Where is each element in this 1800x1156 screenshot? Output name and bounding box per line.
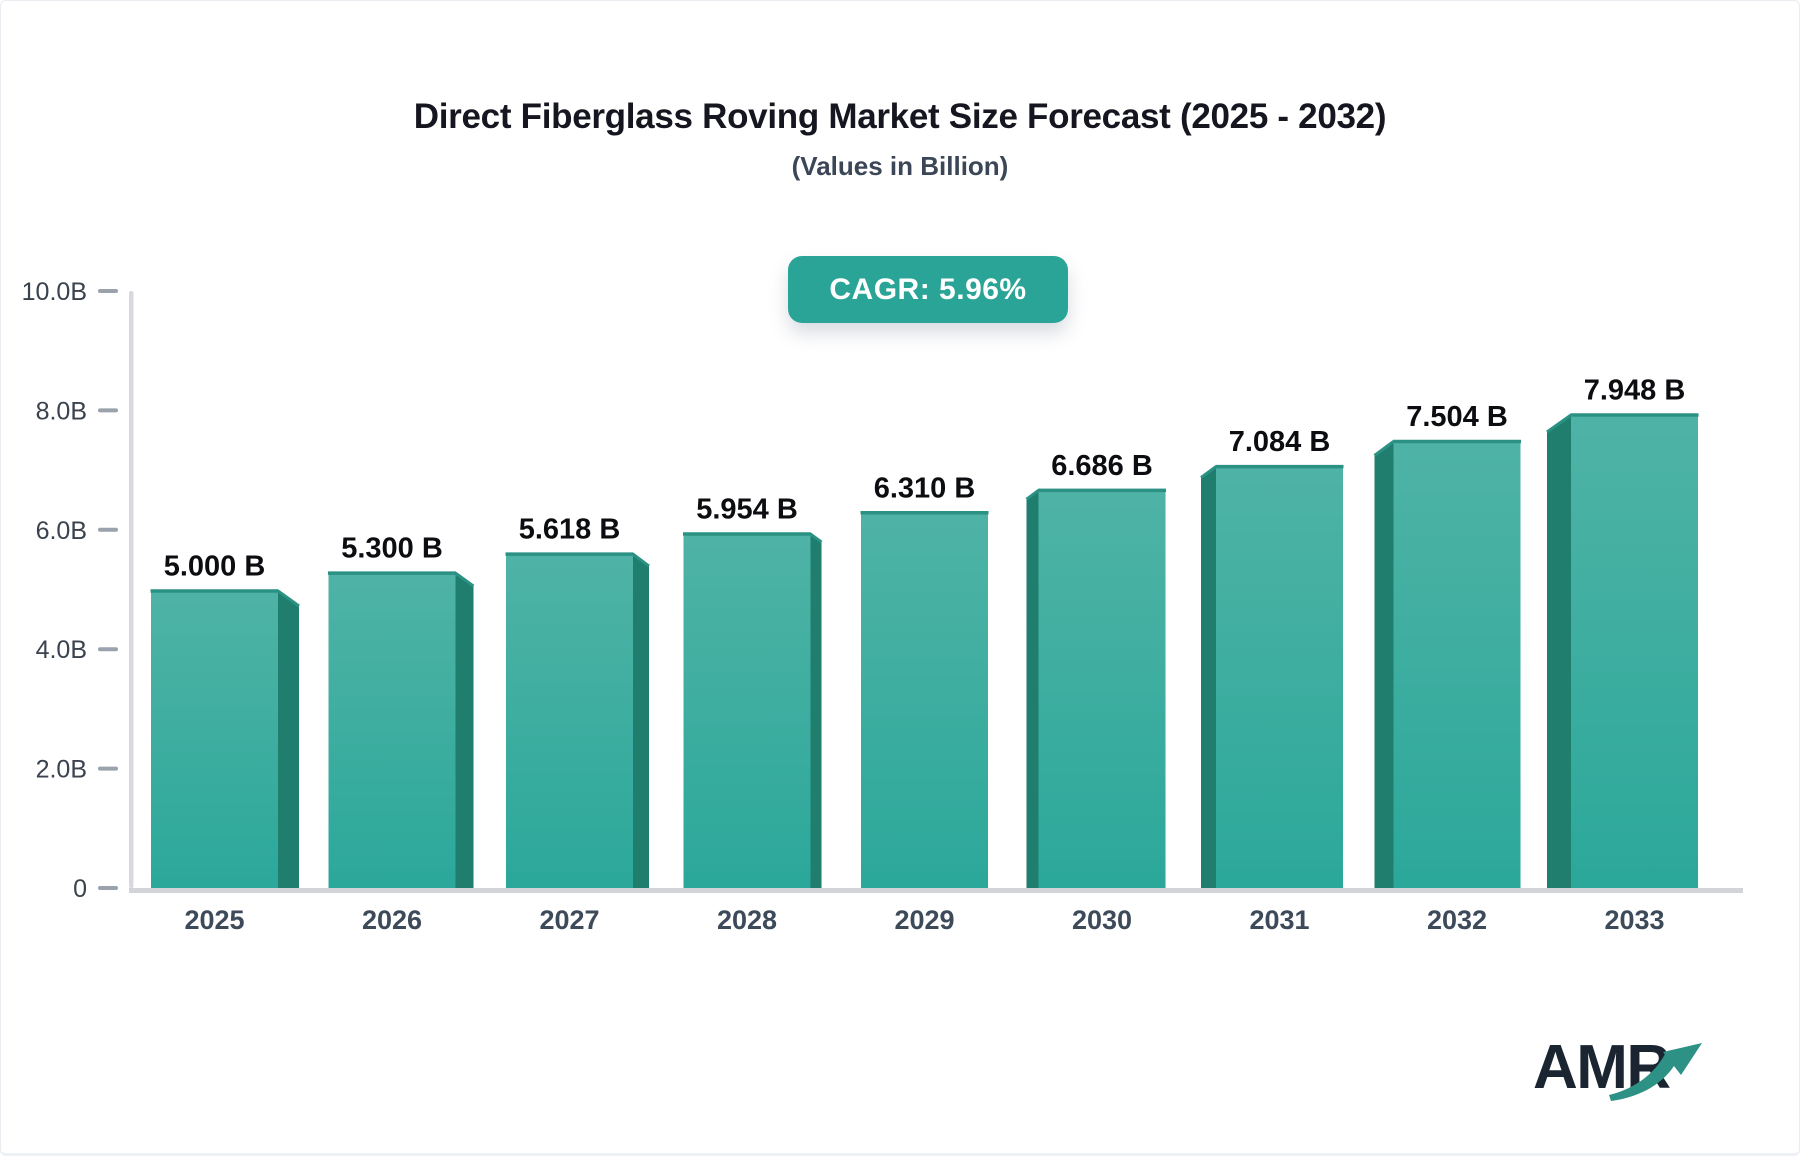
x-axis-label: 2026 — [362, 905, 422, 935]
bar-face — [861, 511, 988, 888]
bar-group: 5.618 B 2027 — [505, 514, 650, 935]
amr-logo: AMR — [1533, 1037, 1743, 1129]
bar-face — [328, 571, 456, 888]
bar-side-top-edge — [809, 532, 823, 544]
bar-side-face — [1026, 488, 1039, 888]
bar-value-label: 7.504 B — [1406, 401, 1508, 433]
y-axis-line — [129, 291, 134, 888]
bar-group: 5.000 B 2025 — [150, 551, 300, 935]
bar-group: 5.954 B 2028 — [683, 494, 823, 935]
x-axis-label: 2028 — [717, 905, 777, 935]
bar-face — [1038, 488, 1166, 888]
x-axis-label: 2029 — [894, 905, 954, 935]
bar-value-label: 5.000 B — [164, 551, 266, 583]
bar-side-top-edge — [454, 571, 475, 588]
chart-title: Direct Fiberglass Roving Market Size For… — [413, 97, 1387, 136]
y-tick-label: 6.0B — [36, 517, 87, 545]
bar-face — [683, 532, 811, 888]
bar-side-face — [1201, 465, 1216, 888]
y-tick-label: 4.0B — [36, 636, 87, 664]
x-axis-label: 2031 — [1249, 905, 1309, 935]
bar-side-face — [633, 552, 649, 888]
trend-arrow-icon — [1609, 1043, 1702, 1101]
y-tick-mark — [98, 527, 118, 532]
bar-face — [1216, 465, 1343, 888]
bar-face — [151, 589, 278, 888]
y-tick-mark — [98, 766, 118, 771]
bar-group: 7.948 B 2033 — [1546, 375, 1699, 935]
bar-face — [1571, 413, 1698, 888]
bar-face — [1393, 440, 1521, 888]
x-axis-label: 2025 — [184, 905, 244, 935]
cagr-badge: CAGR: 5.96% — [788, 256, 1068, 323]
x-axis-label: 2030 — [1072, 905, 1132, 935]
y-tick-label: 8.0B — [36, 397, 87, 425]
bar-side-top-edge — [1373, 440, 1395, 457]
bar-group: 6.310 B 2029 — [860, 472, 989, 935]
bar-side-face — [1374, 440, 1394, 888]
bar-value-label: 5.618 B — [519, 514, 621, 546]
y-tick-label: 2.0B — [36, 756, 87, 784]
bar-value-label: 6.310 B — [874, 472, 976, 504]
bar-side-top-edge — [1025, 489, 1040, 501]
bar-face — [506, 552, 633, 888]
bar-group: 6.686 B 2030 — [1025, 450, 1166, 935]
y-tick-mark — [98, 647, 118, 652]
cagr-badge-label: CAGR: 5.96% — [829, 273, 1027, 306]
y-tick-label: 10.0B — [22, 278, 87, 306]
bar-group: 7.084 B 2031 — [1200, 426, 1344, 935]
bar-side-face — [278, 589, 299, 888]
y-tick-mark — [98, 289, 118, 293]
bar-value-label: 7.948 B — [1584, 375, 1686, 407]
x-axis-line — [129, 888, 1743, 893]
bar-value-label: 7.084 B — [1229, 426, 1331, 458]
y-tick-mark — [98, 408, 118, 413]
chart-subtitle: (Values in Billion) — [791, 151, 1009, 181]
x-axis-label: 2027 — [539, 905, 599, 935]
bar-value-label: 5.300 B — [341, 533, 443, 565]
bar-group: 7.504 B 2032 — [1373, 401, 1521, 935]
bar-side-face — [1547, 413, 1571, 888]
bar-side-top-edge — [277, 589, 300, 608]
bar-side-top-edge — [1546, 413, 1572, 434]
bar-side-face — [455, 571, 474, 888]
bar-side-face — [810, 532, 822, 888]
x-axis-label: 2033 — [1604, 905, 1664, 935]
bar-group: 5.300 B 2026 — [328, 533, 475, 935]
bar-value-label: 6.686 B — [1051, 450, 1153, 482]
bar-side-top-edge — [632, 552, 650, 568]
y-tick-label: 0 — [73, 875, 87, 903]
bar-side-top-edge — [1200, 465, 1217, 479]
bar-value-label: 5.954 B — [696, 494, 798, 526]
x-axis-label: 2032 — [1427, 905, 1487, 935]
y-tick-mark — [98, 886, 118, 890]
